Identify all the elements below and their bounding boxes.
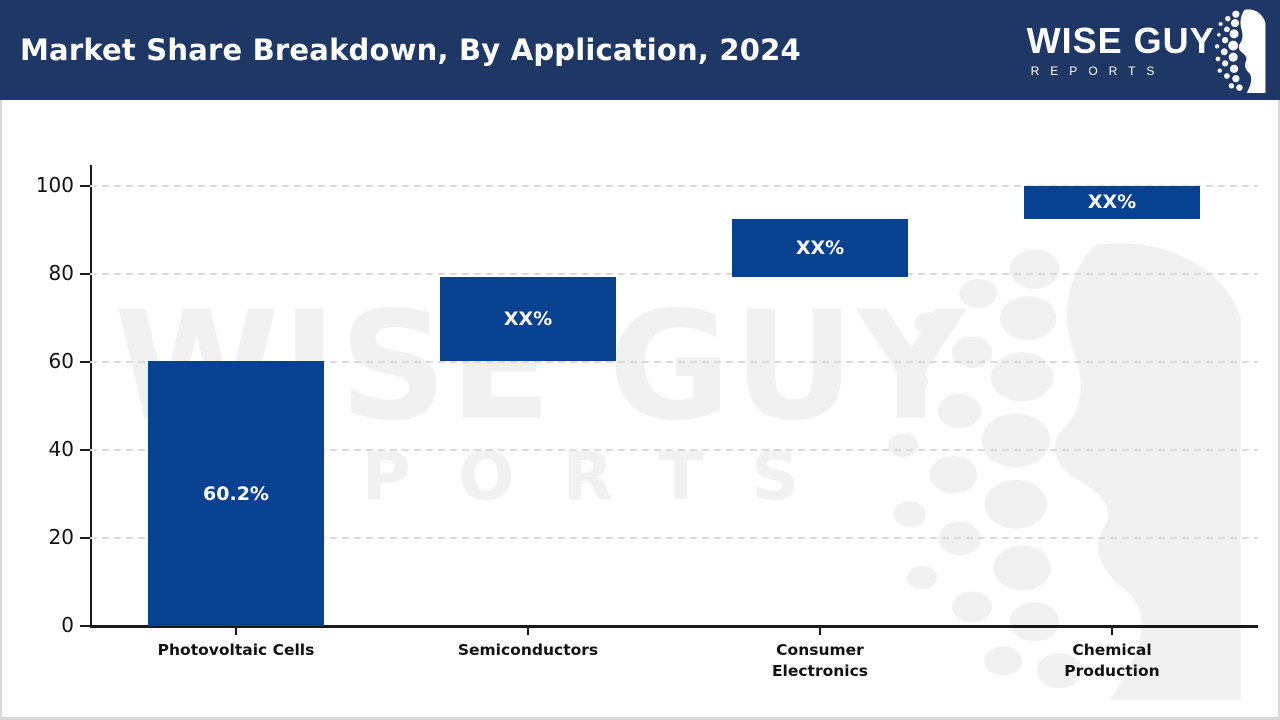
bar-consumer-electronics: XX% bbox=[732, 218, 908, 278]
logo-text: WISE GUY REPORTS bbox=[1026, 19, 1215, 78]
bar-value-label: XX% bbox=[503, 308, 553, 331]
x-category-label-semiconductors: Semiconductors bbox=[457, 641, 599, 659]
y-tick-label: 40 bbox=[48, 437, 74, 461]
page-title: Market Share Breakdown, By Application, … bbox=[20, 33, 801, 67]
y-tick-mark bbox=[80, 185, 90, 187]
bar-value-label: 60.2% bbox=[203, 482, 269, 505]
x-tick-mark bbox=[527, 628, 529, 635]
y-tick-label: 80 bbox=[48, 261, 74, 285]
gridline bbox=[90, 537, 1258, 539]
y-tick-mark bbox=[80, 273, 90, 275]
y-tick-label: 100 bbox=[35, 173, 74, 197]
x-axis-line bbox=[90, 625, 1258, 628]
logo-head-icon bbox=[1214, 9, 1266, 93]
gridline bbox=[90, 449, 1258, 451]
y-tick-label: 0 bbox=[61, 613, 74, 637]
bar-chemical-production: XX% bbox=[1024, 186, 1200, 219]
y-tick-mark bbox=[80, 449, 90, 451]
x-category-label-photovoltaic-cells: Photovoltaic Cells bbox=[157, 641, 315, 659]
bar-semiconductors: XX% bbox=[440, 277, 616, 362]
logo-wordmark: WISE GUY bbox=[1026, 19, 1215, 61]
header-bar: Market Share Breakdown, By Application, … bbox=[0, 0, 1280, 100]
x-category-label-chemical-production: Chemical Production bbox=[1064, 641, 1160, 680]
logo: WISE GUY REPORTS bbox=[1027, 7, 1266, 93]
x-category-label-consumer-electronics: Consumer Electronics bbox=[771, 641, 869, 680]
gridline bbox=[90, 273, 1258, 275]
logo-subtitle: REPORTS bbox=[1030, 63, 1166, 78]
chart-area: WISE GUY REPORTS 0 20 40 60 80 100 60.2% Photov… bbox=[0, 100, 1280, 720]
x-tick-mark bbox=[819, 628, 821, 635]
gridline bbox=[90, 185, 1258, 187]
y-tick-label: 60 bbox=[48, 349, 74, 373]
y-tick-mark bbox=[80, 625, 90, 627]
bar-photovoltaic-cells: 60.2% bbox=[148, 361, 324, 626]
y-axis-line bbox=[90, 165, 92, 628]
bar-value-label: XX% bbox=[1087, 191, 1137, 214]
gridline bbox=[90, 361, 1258, 363]
y-tick-label: 20 bbox=[48, 525, 74, 549]
bar-value-label: XX% bbox=[795, 236, 845, 259]
y-tick-mark bbox=[80, 361, 90, 363]
x-tick-mark bbox=[1111, 628, 1113, 635]
y-tick-mark bbox=[80, 537, 90, 539]
x-tick-mark bbox=[235, 628, 237, 635]
